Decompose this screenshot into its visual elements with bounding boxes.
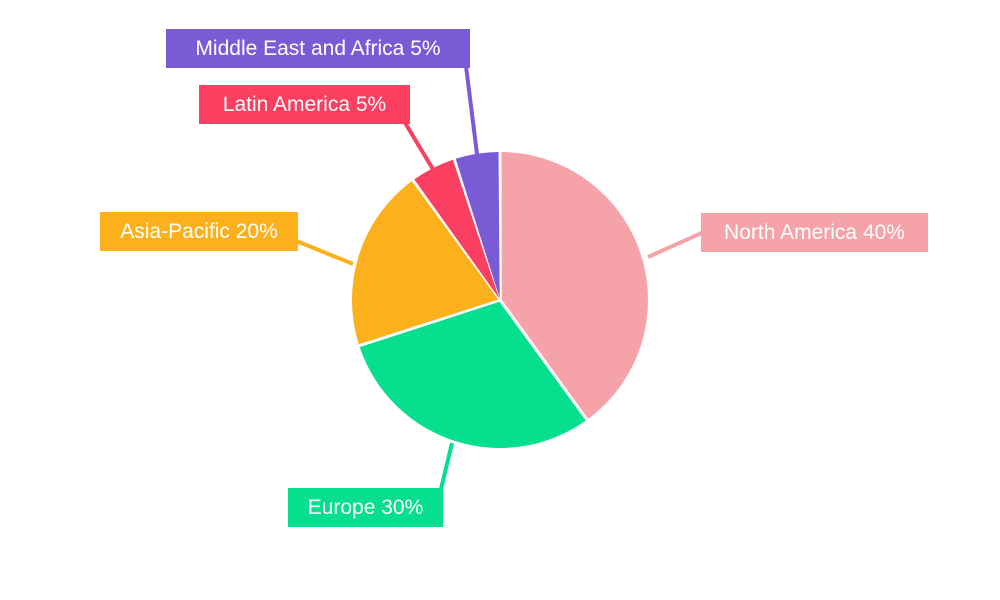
pie-label-latin-america[interactable]: Latin America 5% xyxy=(199,85,410,124)
pie-label-middle-east-africa[interactable]: Middle East and Africa 5% xyxy=(166,29,470,68)
leader-line-north-america xyxy=(647,229,707,259)
leader-line-asia-pacific xyxy=(293,238,354,266)
pie-slice-asia-pacific[interactable] xyxy=(352,181,499,345)
pie-label-asia-pacific[interactable]: Asia-Pacific 20% xyxy=(100,212,298,251)
leader-lines xyxy=(293,65,707,490)
pie-label-north-america[interactable]: North America 40% xyxy=(701,213,928,252)
leader-line-europe xyxy=(439,442,454,490)
pie-slice-north-america[interactable] xyxy=(501,152,648,419)
leader-line-middle-east-africa xyxy=(464,65,479,155)
leader-line-latin-america xyxy=(402,119,436,173)
pie-slice-europe[interactable] xyxy=(359,301,586,449)
pie-slice-middle-east-africa[interactable] xyxy=(455,152,500,299)
pie-wedges xyxy=(352,152,648,449)
pie-label-europe[interactable]: Europe 30% xyxy=(288,488,443,527)
pie-slice-latin-america[interactable] xyxy=(414,159,500,299)
